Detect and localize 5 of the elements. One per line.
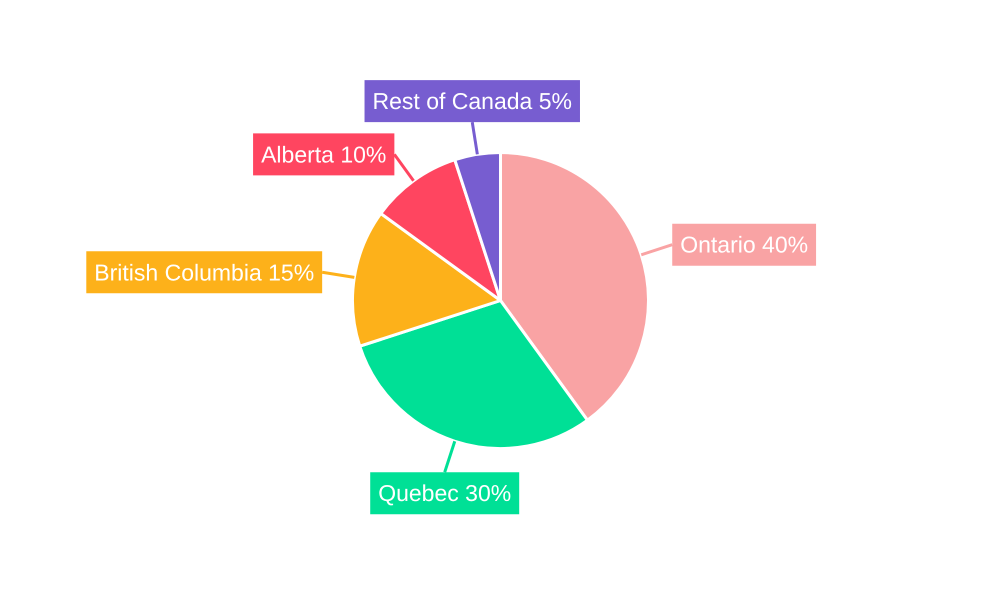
slice-label: Quebec 30% xyxy=(378,480,512,506)
slice-label: British Columbia 15% xyxy=(94,259,314,286)
slice-label: Alberta 10% xyxy=(261,141,386,168)
slice-label: Rest of Canada 5% xyxy=(372,88,572,114)
slice-label: Ontario 40% xyxy=(680,232,808,258)
